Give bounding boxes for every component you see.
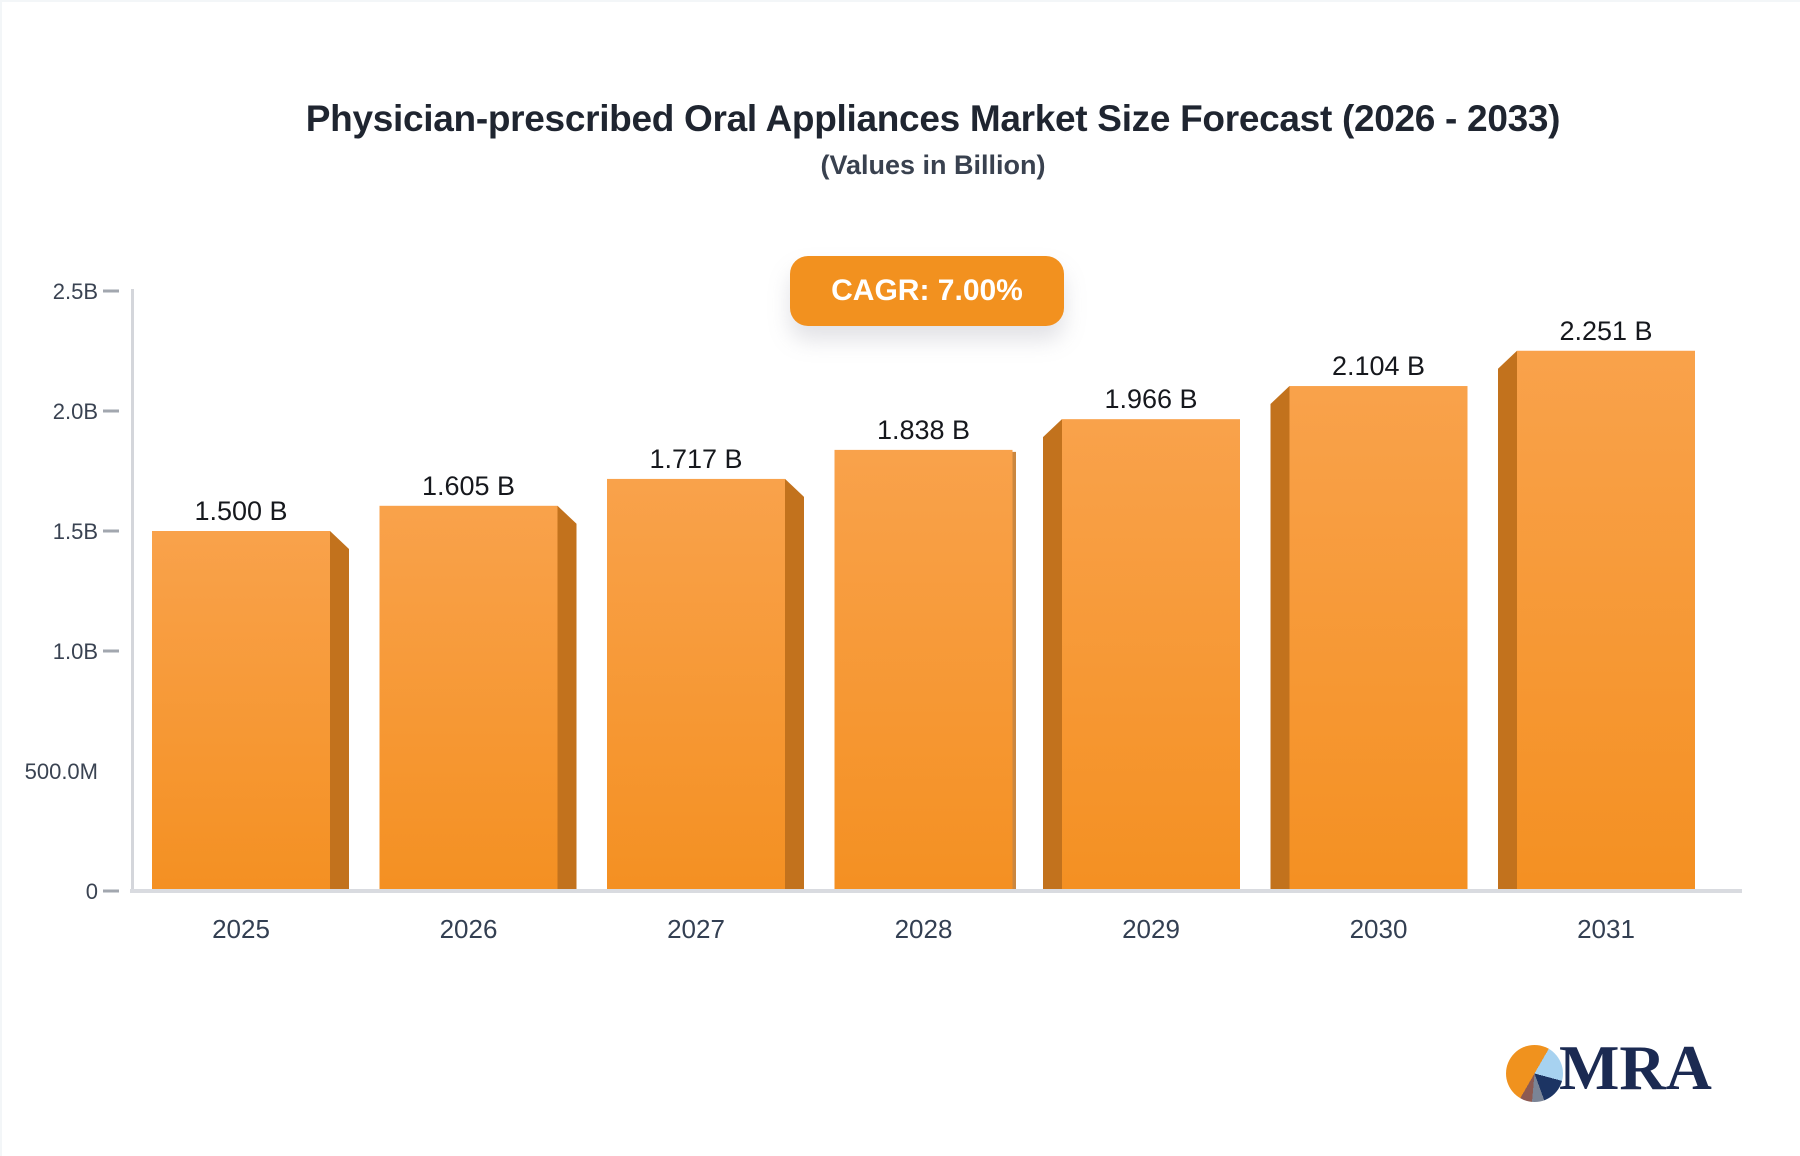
- bar: [379, 505, 558, 891]
- bar-side-face: [1012, 451, 1016, 891]
- bar-value-label: 2.251 B: [1559, 316, 1652, 346]
- bar-value-label: 1.838 B: [877, 415, 970, 445]
- bar-side-face: [785, 478, 804, 891]
- x-axis-label: 2026: [440, 914, 498, 944]
- cagr-badge: CAGR: 7.00%: [790, 256, 1064, 326]
- x-axis-label: 2030: [1350, 914, 1408, 944]
- page-subtitle: (Values in Billion): [820, 150, 1046, 180]
- page-title: Physician-prescribed Oral Appliances Mar…: [305, 98, 1561, 139]
- x-axis-label: 2025: [212, 914, 270, 944]
- bar-side-face: [1270, 386, 1290, 891]
- bar-value-label: 2.104 B: [1332, 351, 1425, 381]
- bar: [152, 531, 330, 891]
- bar: [1517, 350, 1695, 891]
- y-tick-label: 1.0B: [53, 639, 98, 664]
- x-axis-label: 2029: [1122, 914, 1180, 944]
- bar-side-face: [557, 505, 577, 891]
- logo-pie-icon: [1506, 1045, 1563, 1102]
- bar-side-face: [330, 531, 349, 891]
- bar-value-label: 1.717 B: [649, 444, 742, 474]
- bar: [1062, 419, 1240, 891]
- bar-value-label: 1.500 B: [194, 496, 287, 526]
- cagr-badge-label: CAGR: 7.00%: [831, 274, 1023, 307]
- x-axis-label: 2031: [1577, 914, 1635, 944]
- y-tick-label: 2.5B: [53, 279, 98, 304]
- x-axis-label: 2028: [895, 914, 953, 944]
- y-tick-label: 1.5B: [53, 519, 98, 544]
- bar-side-face: [1043, 419, 1062, 891]
- x-axis-label: 2027: [667, 914, 725, 944]
- bar-side-face: [1498, 350, 1517, 891]
- bar-value-label: 1.966 B: [1104, 384, 1197, 414]
- y-tick-label: 0: [86, 879, 98, 904]
- y-tick-label: 500.0M: [25, 759, 98, 784]
- logo-text: MRA: [1559, 1032, 1712, 1103]
- bar: [1289, 386, 1468, 891]
- bar: [834, 449, 1013, 891]
- bar-value-label: 1.605 B: [422, 471, 515, 501]
- y-tick-label: 2.0B: [53, 399, 98, 424]
- bar: [607, 478, 785, 891]
